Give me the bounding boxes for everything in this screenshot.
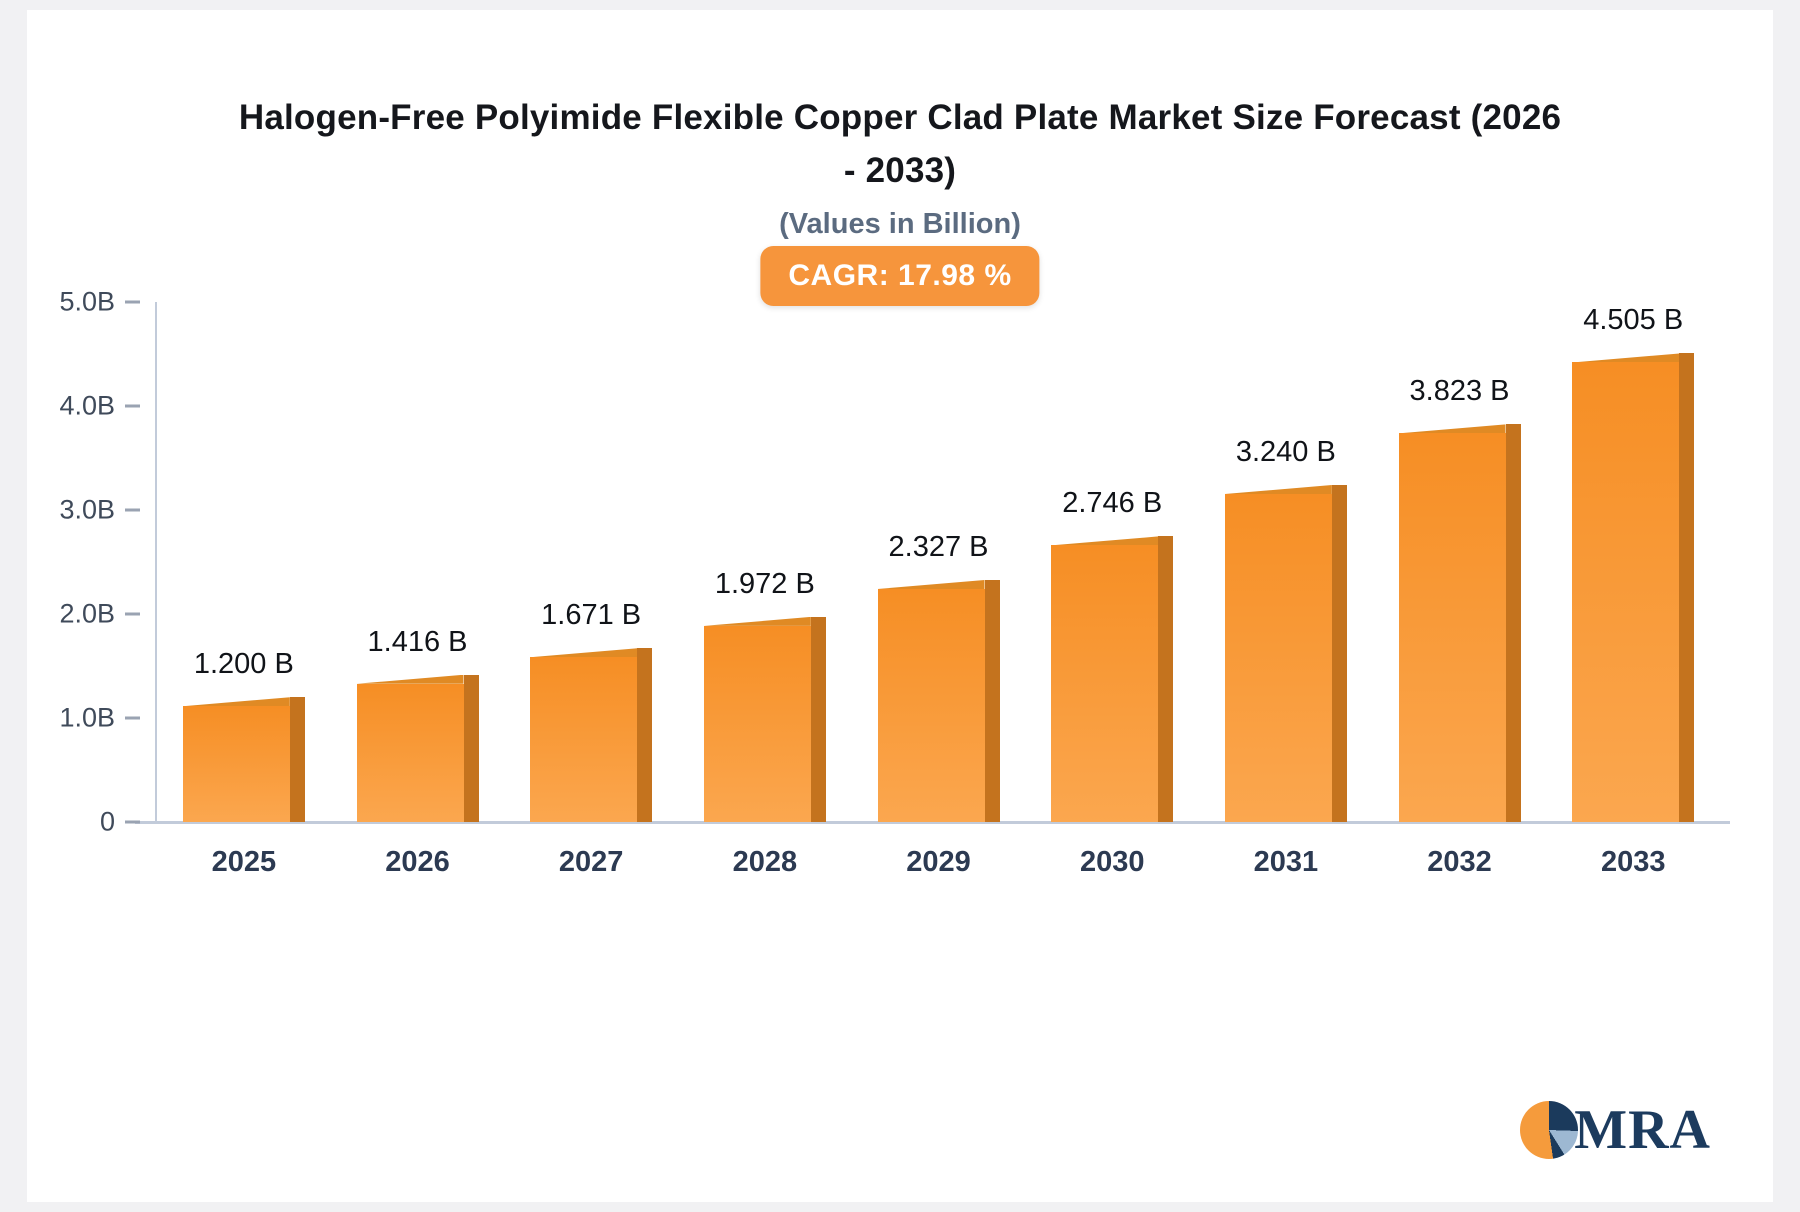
chart-subtitle: (Values in Billion) [779,208,1021,240]
bar-top-face [1224,485,1332,495]
y-axis-tick-mark [125,716,140,720]
bar-front-face [1398,433,1506,822]
bar-top-face [356,674,464,684]
bar-2027[interactable]: 1.671 B [530,599,653,822]
plot-area: 1.200 B 2025 1.416 B 2026 1.671 B 2027 1.972 B… [59,287,1730,878]
bar-front-face [182,706,290,822]
bar-top-face [182,697,290,707]
y-axis-tick-label: 5.0B [59,286,115,317]
bar-value-label: 2.327 B [888,531,989,563]
bar-front-face [877,589,985,822]
bar-side-face [1158,536,1174,822]
bar-top-face [703,616,811,626]
bar-columns: 1.200 B 2025 1.416 B 2026 1.671 B 2027 1.972 B… [157,302,1720,878]
bar-side-face [1679,353,1695,822]
bar-column: 2.327 B 2029 [852,302,1026,878]
bar-column: 3.240 B 2031 [1199,302,1373,878]
y-axis-tick-mark [125,404,140,408]
bar-column: 3.823 B 2032 [1373,302,1547,878]
bar-value-label: 4.505 B [1583,304,1684,337]
x-axis-label: 2031 [1253,846,1319,878]
bar-value-label: 2.746 B [1062,487,1163,520]
bar-front-face [530,657,638,822]
bar-front-face [1572,362,1680,822]
bar-front-face [703,625,811,822]
bar-top-face [530,648,638,658]
bar-column: 1.200 B 2025 [157,302,331,878]
bar-column: 2.746 B 2030 [1025,302,1199,878]
bar-top-face [1572,353,1680,363]
y-axis-tick-label: 3.0B [59,494,115,525]
bar-side-face [289,697,305,822]
bar-value-label: 1.200 B [193,648,294,681]
x-axis-label: 2027 [558,846,624,878]
y-axis-tick-mark [125,820,140,824]
bar-front-face [1224,494,1332,822]
bar-2031[interactable]: 3.240 B [1224,436,1347,822]
cagr-badge: CAGR: 17.98 % [760,246,1040,306]
bar-value-label: 1.972 B [714,567,815,600]
bar-2026[interactable]: 1.416 B [356,626,479,822]
bar-2033[interactable]: 4.505 B [1572,304,1695,822]
x-axis-label: 2032 [1427,846,1492,878]
x-axis-label: 2028 [732,846,798,878]
bar-value-label: 1.416 B [367,625,468,658]
bar-value-label: 3.823 B [1409,375,1510,408]
bar-side-face [984,580,1000,822]
y-axis-tick-mark [125,300,140,304]
brand-logo: MRA [1520,1098,1711,1162]
bar-top-face [1398,424,1506,434]
y-axis-tick-mark [125,612,140,616]
bar-side-face [1505,424,1521,822]
bar-side-face [810,616,826,822]
bar-front-face [356,683,464,822]
bar-side-face [637,648,653,822]
bar-front-face [1051,545,1159,822]
y-axis-tick-label: 4.0B [59,390,115,421]
bar-side-face [463,674,479,822]
bar-column: 1.416 B 2026 [331,302,505,878]
x-axis-label: 2026 [385,846,450,878]
y-axis-tick-label: 1.0B [59,702,115,733]
bar-2025[interactable]: 1.200 B [182,648,305,822]
bar-column: 1.671 B 2027 [504,302,678,878]
x-axis-line [135,821,1730,824]
bar-2030[interactable]: 2.746 B [1051,487,1174,822]
bar-value-label: 1.671 B [541,599,642,632]
bar-2028[interactable]: 1.972 B [703,568,826,822]
y-axis-line [155,302,157,822]
y-axis-tick-mark [125,508,140,512]
bar-side-face [1331,485,1347,822]
x-axis-label: 2033 [1600,846,1666,878]
bar-2029[interactable]: 2.327 B [877,531,1000,822]
bar-column: 1.972 B 2028 [678,302,852,878]
x-axis-label: 2029 [906,846,971,878]
bar-value-label: 3.240 B [1235,436,1336,469]
y-axis-tick-label: 0 [99,806,115,837]
brand-logo-text: MRA [1574,1099,1711,1161]
x-axis-label: 2030 [1079,846,1145,878]
bar-top-face [877,580,985,589]
chart-canvas: Halogen-Free Polyimide Flexible Copper C… [27,10,1773,1202]
bar-2032[interactable]: 3.823 B [1398,375,1521,822]
pie-chart-logo-icon [1520,1101,1579,1159]
bar-column: 4.505 B 2033 [1546,302,1720,878]
y-axis-tick-label: 2.0B [59,598,115,629]
chart-title: Halogen-Free Polyimide Flexible Copper C… [238,98,1562,190]
x-axis-label: 2025 [211,846,277,878]
bar-top-face [1051,536,1159,546]
